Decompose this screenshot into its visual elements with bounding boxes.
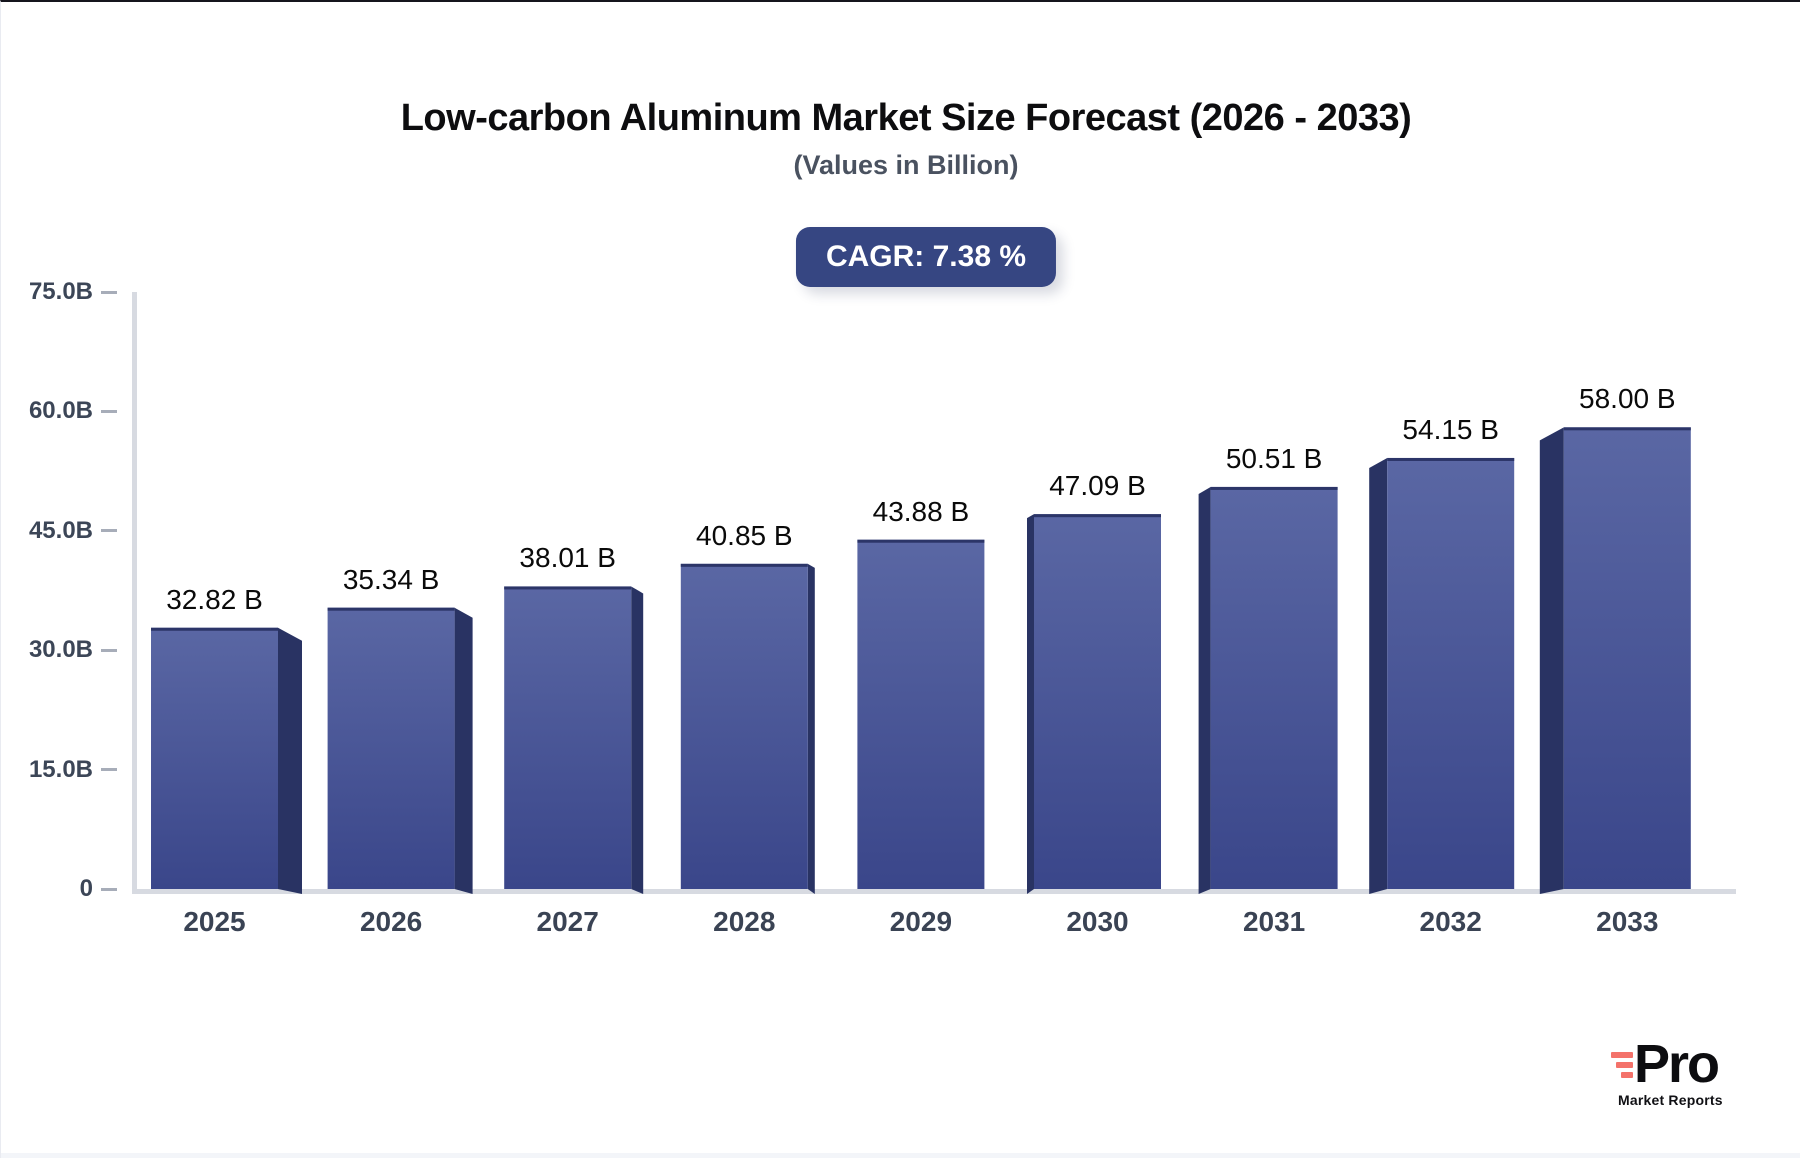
bar-column bbox=[327, 607, 473, 894]
bar-top-edge bbox=[1210, 486, 1338, 490]
x-axis-label: 2032 bbox=[1419, 906, 1482, 937]
x-axis-label: 2028 bbox=[713, 906, 776, 937]
bar-column bbox=[151, 627, 302, 894]
bar-value-label: 35.34 B bbox=[342, 563, 440, 595]
bar-side-face bbox=[278, 627, 302, 894]
bar-value-label: 50.51 B bbox=[1225, 442, 1323, 474]
bar-value-label: 40.85 B bbox=[696, 519, 793, 551]
y-tick-dash bbox=[101, 529, 117, 533]
bar-top-edge bbox=[1563, 427, 1691, 431]
bar-side-face bbox=[1027, 514, 1034, 894]
y-tick-label: 15.0B bbox=[28, 755, 93, 783]
bar-value-label: 47.09 B bbox=[1049, 470, 1146, 502]
bar-front-face bbox=[857, 539, 985, 889]
y-tick-label: 60.0B bbox=[28, 397, 93, 425]
logo-subtext: Market Reports bbox=[1618, 1092, 1723, 1108]
y-tick-label: 30.0B bbox=[28, 636, 93, 664]
x-axis-line bbox=[132, 889, 1736, 894]
bar-column bbox=[1198, 486, 1338, 894]
bar-front-face bbox=[1210, 486, 1338, 889]
logo-text: Pro bbox=[1634, 1034, 1720, 1094]
brand-logo: Pro Market Reports bbox=[1609, 1034, 1739, 1108]
bar-column bbox=[680, 563, 815, 894]
page-subtitle: (Values in Billion) bbox=[793, 150, 1019, 180]
y-tick-dash bbox=[101, 887, 117, 891]
bar-value-label: 38.01 B bbox=[519, 542, 616, 574]
x-axis-label: 2027 bbox=[536, 906, 599, 937]
y-tick-label: 0 bbox=[79, 875, 93, 902]
bar-top-edge bbox=[151, 627, 278, 631]
bar-column bbox=[1027, 514, 1161, 894]
y-tick-dash bbox=[101, 648, 117, 652]
y-tick-dash bbox=[101, 290, 117, 294]
bar-front-face bbox=[1387, 457, 1515, 889]
bar-value-label: 58.00 B bbox=[1579, 383, 1676, 415]
bar-side-face bbox=[631, 586, 644, 894]
x-axis-label: 2029 bbox=[889, 906, 953, 937]
x-axis-label: 2033 bbox=[1596, 906, 1659, 937]
y-tick-label: 75.0B bbox=[28, 278, 93, 305]
logo-flag-bar bbox=[1621, 1072, 1633, 1078]
bar-front-face bbox=[1563, 427, 1691, 889]
bar-top-edge bbox=[680, 563, 808, 567]
page-title: Low-carbon Aluminum Market Size Forecast… bbox=[400, 97, 1412, 139]
bar-side-face bbox=[807, 563, 815, 894]
bar-value-label: 54.15 B bbox=[1402, 413, 1499, 445]
bar-column bbox=[1369, 457, 1515, 894]
y-tick-dash bbox=[101, 768, 117, 772]
x-axis-label: 2031 bbox=[1242, 906, 1306, 937]
bar-column bbox=[504, 586, 644, 894]
x-axis-label: 2030 bbox=[1066, 906, 1129, 937]
logo-flag-icon bbox=[1609, 1052, 1633, 1082]
bar-side-face bbox=[454, 607, 473, 894]
bar-side-face bbox=[1369, 457, 1388, 894]
bar-value-label: 32.82 B bbox=[166, 583, 263, 615]
y-tick-label: 45.0B bbox=[28, 516, 93, 544]
bar-top-edge bbox=[1387, 457, 1515, 461]
bar-side-face bbox=[1539, 427, 1564, 894]
bar-front-face bbox=[680, 563, 808, 889]
bar-value-label: 43.88 B bbox=[872, 495, 970, 527]
bar-column bbox=[857, 539, 985, 889]
bar-front-face bbox=[327, 607, 455, 889]
bar-top-edge bbox=[504, 586, 632, 590]
bar-top-edge bbox=[1034, 514, 1161, 518]
bar-front-face bbox=[1034, 514, 1161, 889]
bar-front-face bbox=[151, 627, 278, 889]
logo-flag-bar bbox=[1611, 1052, 1633, 1058]
x-axis-label: 2025 bbox=[183, 906, 246, 937]
bar-side-face bbox=[1198, 486, 1211, 894]
bar-top-edge bbox=[327, 607, 455, 611]
y-tick-dash bbox=[101, 409, 117, 413]
x-axis-label: 2026 bbox=[359, 906, 423, 937]
bar-column bbox=[1539, 427, 1691, 894]
logo-flag-bar bbox=[1616, 1062, 1633, 1068]
cagr-badge: CAGR: 7.38 % bbox=[795, 227, 1057, 287]
bar-front-face bbox=[504, 586, 632, 889]
bar-top-edge bbox=[857, 539, 985, 543]
y-axis-line bbox=[132, 292, 137, 889]
